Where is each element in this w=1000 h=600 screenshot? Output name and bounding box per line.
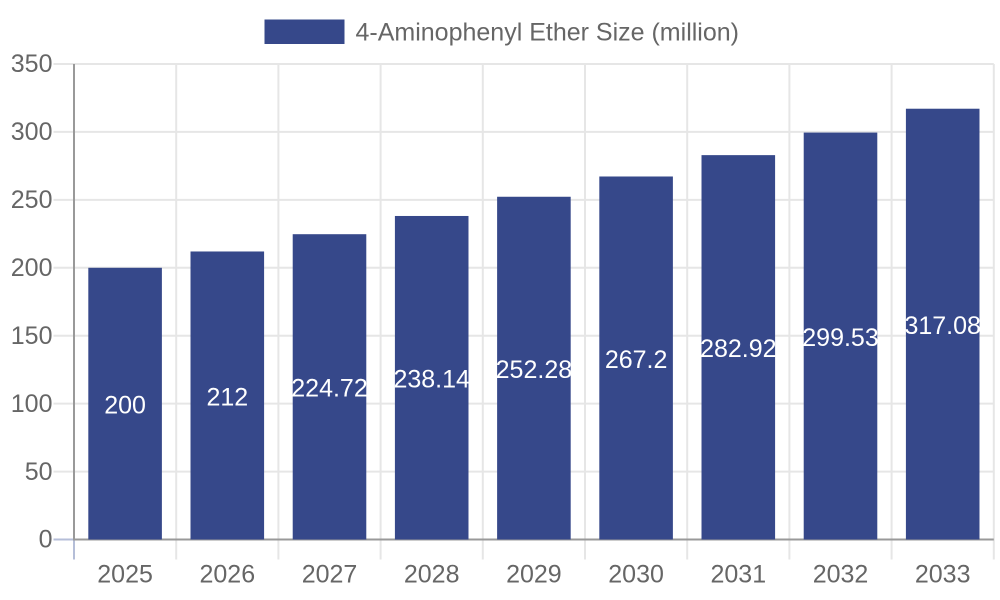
svg-text:238.14: 238.14: [393, 366, 470, 394]
svg-text:2030: 2030: [608, 561, 664, 589]
svg-text:350: 350: [11, 50, 53, 78]
svg-text:200: 200: [11, 254, 53, 282]
svg-text:317.08: 317.08: [904, 312, 980, 340]
svg-text:2027: 2027: [302, 561, 358, 589]
svg-text:2032: 2032: [813, 561, 869, 589]
svg-text:224.72: 224.72: [291, 375, 367, 403]
svg-text:4-Aminophenyl Ether Size (mill: 4-Aminophenyl Ether Size (million): [356, 18, 739, 46]
svg-text:2025: 2025: [97, 561, 153, 589]
svg-text:252.28: 252.28: [496, 356, 572, 384]
svg-text:2029: 2029: [506, 561, 562, 589]
svg-text:2028: 2028: [404, 561, 460, 589]
svg-text:50: 50: [25, 458, 53, 486]
svg-text:300: 300: [11, 118, 53, 146]
svg-text:2026: 2026: [199, 561, 255, 589]
svg-text:282.92: 282.92: [700, 335, 776, 363]
svg-text:250: 250: [11, 186, 53, 214]
svg-text:150: 150: [11, 322, 53, 350]
svg-text:2033: 2033: [915, 561, 971, 589]
svg-text:100: 100: [11, 390, 53, 418]
svg-text:200: 200: [104, 391, 146, 419]
svg-text:0: 0: [39, 526, 53, 554]
svg-text:299.53: 299.53: [802, 324, 878, 352]
svg-text:2031: 2031: [710, 561, 766, 589]
svg-text:267.2: 267.2: [605, 346, 668, 374]
svg-text:212: 212: [206, 383, 248, 411]
